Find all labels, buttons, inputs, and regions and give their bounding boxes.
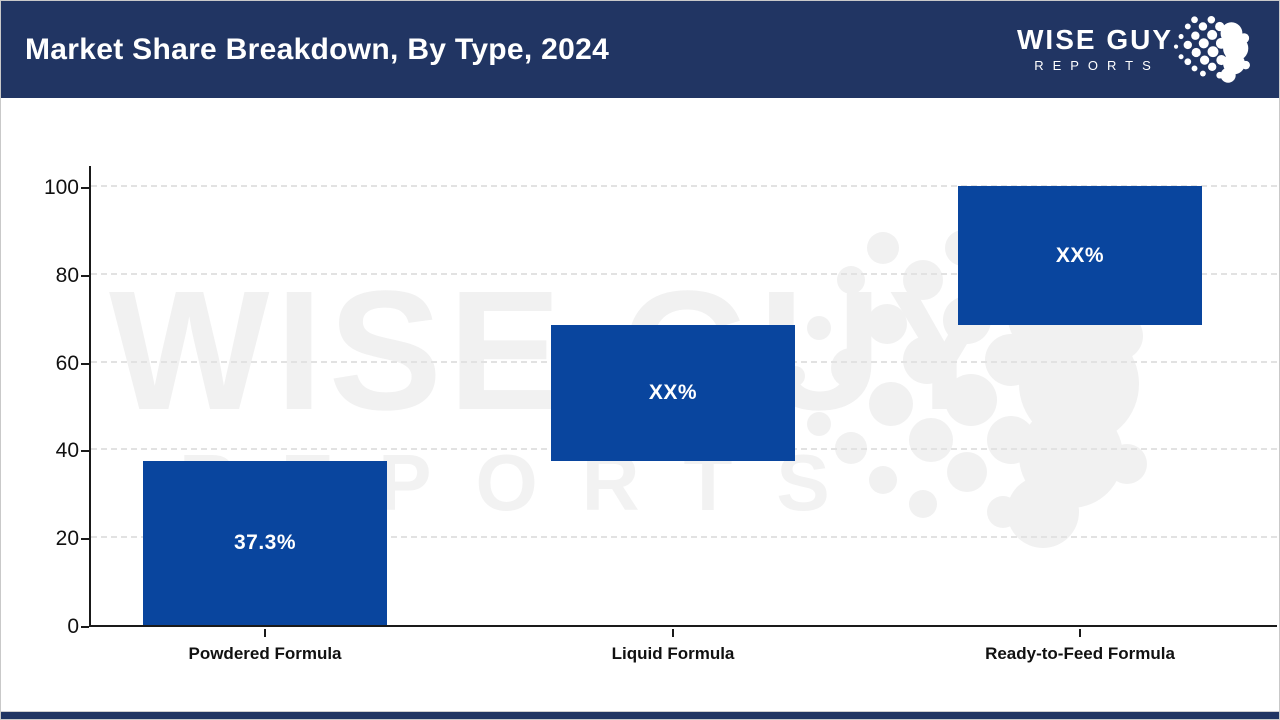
bar-1: 37.3% bbox=[143, 461, 387, 625]
logo-subtitle: REPORTS bbox=[1034, 58, 1160, 73]
x-axis-tick bbox=[1079, 629, 1081, 637]
chart-area: WISE GUY REPORTS 0 20 40 60 80 100 37.3% XX% XX%… bbox=[1, 98, 1279, 712]
wise-guy-reports-logo: WISE GUY REPORTS bbox=[1017, 12, 1255, 88]
y-axis-tick bbox=[81, 274, 89, 277]
y-axis-tick bbox=[81, 362, 89, 365]
y-tick-label: 60 bbox=[55, 351, 79, 375]
x-category-label: Ready-to-Feed Formula bbox=[985, 644, 1175, 663]
bar-2: XX% bbox=[551, 325, 795, 462]
y-axis-tick bbox=[81, 538, 89, 541]
x-category-label: Powdered Formula bbox=[188, 644, 342, 663]
y-axis-tick bbox=[81, 187, 89, 189]
y-axis-tick bbox=[81, 626, 89, 628]
y-tick-label: 80 bbox=[55, 263, 79, 287]
y-tick-label: 100 bbox=[43, 176, 79, 199]
bar-value-label: 37.3% bbox=[233, 531, 297, 555]
logo-name: WISE GUY bbox=[1016, 24, 1173, 55]
y-tick-label: 0 bbox=[67, 615, 79, 638]
x-category-label: Liquid Formula bbox=[611, 644, 735, 663]
bar-value-label: XX% bbox=[648, 381, 698, 405]
dotted-profile-head-icon bbox=[1171, 12, 1255, 88]
logo-text: WISE GUY REPORTS bbox=[1016, 24, 1173, 74]
page-title: Market Share Breakdown, By Type, 2024 bbox=[25, 32, 610, 66]
gridline-80 bbox=[91, 272, 1277, 275]
y-tick-label: 20 bbox=[55, 527, 79, 551]
gridline-20 bbox=[91, 536, 1277, 539]
header-bar: Market Share Breakdown, By Type, 2024 WI… bbox=[1, 1, 1279, 98]
x-axis-tick bbox=[672, 629, 674, 637]
x-axis-tick bbox=[264, 629, 266, 637]
footer-bar bbox=[1, 712, 1279, 719]
bar-value-label: XX% bbox=[1055, 243, 1105, 267]
y-axis-tick bbox=[81, 450, 89, 453]
gridline-100 bbox=[91, 185, 1277, 187]
plot-area: 0 20 40 60 80 100 37.3% XX% XX% Powdered Formula L… bbox=[44, 166, 1277, 663]
bar-3: XX% bbox=[958, 186, 1202, 326]
watermark-head-icon bbox=[771, 216, 1171, 568]
y-tick-label: 40 bbox=[55, 439, 79, 463]
